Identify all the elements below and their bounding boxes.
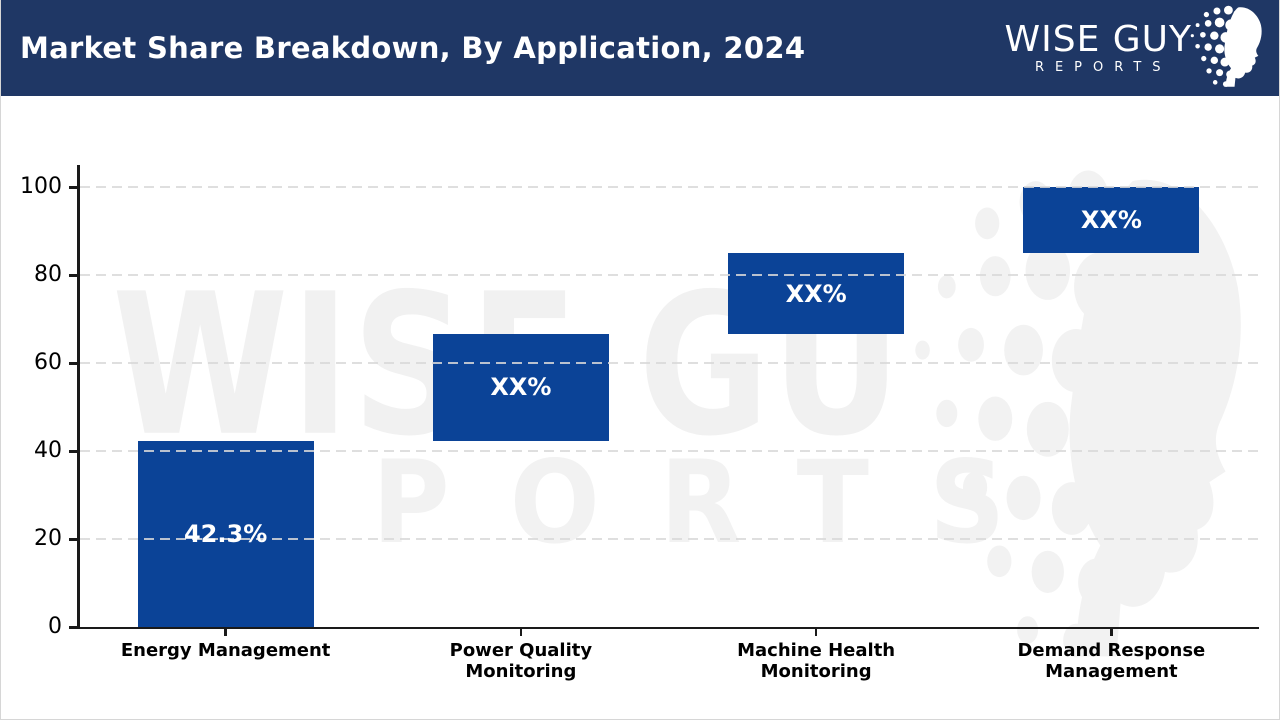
bar-machine-health-monitoring xyxy=(728,253,905,334)
y-tick-mark-60 xyxy=(69,362,78,365)
bar-demand-response-management xyxy=(1023,187,1200,254)
gridline-40 xyxy=(80,450,1258,452)
category-label-demand-response-management: Demand Response Management xyxy=(1017,640,1206,682)
x-tick-mark-demand-response-management xyxy=(1110,629,1113,636)
y-tick-label-0: 0 xyxy=(48,614,62,639)
y-tick-mark-40 xyxy=(69,450,78,453)
category-label-machine-health-monitoring: Machine Health Monitoring xyxy=(737,640,896,682)
logo-subtext: REPORTS xyxy=(1034,59,1172,75)
logo-head-icon xyxy=(1190,5,1262,87)
bar-energy-management xyxy=(137,440,314,627)
gridline-20 xyxy=(80,538,1258,540)
chart-title: Market Share Breakdown, By Application, … xyxy=(20,31,806,65)
logo-wordmark: WISE GUY xyxy=(1004,18,1192,60)
gridline-60 xyxy=(80,362,1258,364)
y-tick-mark-100 xyxy=(69,186,78,189)
bar-value-label-energy-management: 42.3% xyxy=(183,519,268,548)
category-label-energy-management: Energy Management xyxy=(120,640,331,661)
bar-power-quality-monitoring xyxy=(432,333,609,441)
y-tick-mark-0 xyxy=(69,626,78,629)
bar-value-label-power-quality-monitoring: XX% xyxy=(490,373,552,402)
x-tick-mark-power-quality-monitoring xyxy=(519,629,523,636)
y-tick-label-20: 20 xyxy=(34,526,62,551)
bar-value-label-machine-health-monitoring: XX% xyxy=(785,279,847,308)
x-tick-mark-energy-management xyxy=(224,629,227,636)
y-tick-mark-20 xyxy=(69,538,78,541)
header: Market Share Breakdown, By Application, … xyxy=(0,0,1280,96)
y-tick-label-40: 40 xyxy=(34,438,62,463)
y-tick-mark-80 xyxy=(69,274,78,277)
logo-text: WISE GUY REPORTS xyxy=(1004,18,1193,75)
y-axis-line xyxy=(77,165,80,629)
x-tick-mark-machine-health-monitoring xyxy=(814,629,818,636)
y-tick-label-100: 100 xyxy=(20,174,62,199)
x-axis-line xyxy=(77,626,1259,629)
category-label-power-quality-monitoring: Power Quality Monitoring xyxy=(449,640,593,682)
y-tick-label-80: 80 xyxy=(34,262,62,287)
watermark-subtext: PORTS xyxy=(372,436,1066,570)
y-tick-label-60: 60 xyxy=(34,350,62,375)
gridline-100 xyxy=(80,186,1258,188)
gridline-80 xyxy=(80,274,1258,276)
wiseguy-logo: WISE GUY REPORTS xyxy=(1005,4,1271,92)
bar-value-label-demand-response-management: XX% xyxy=(1080,206,1142,235)
